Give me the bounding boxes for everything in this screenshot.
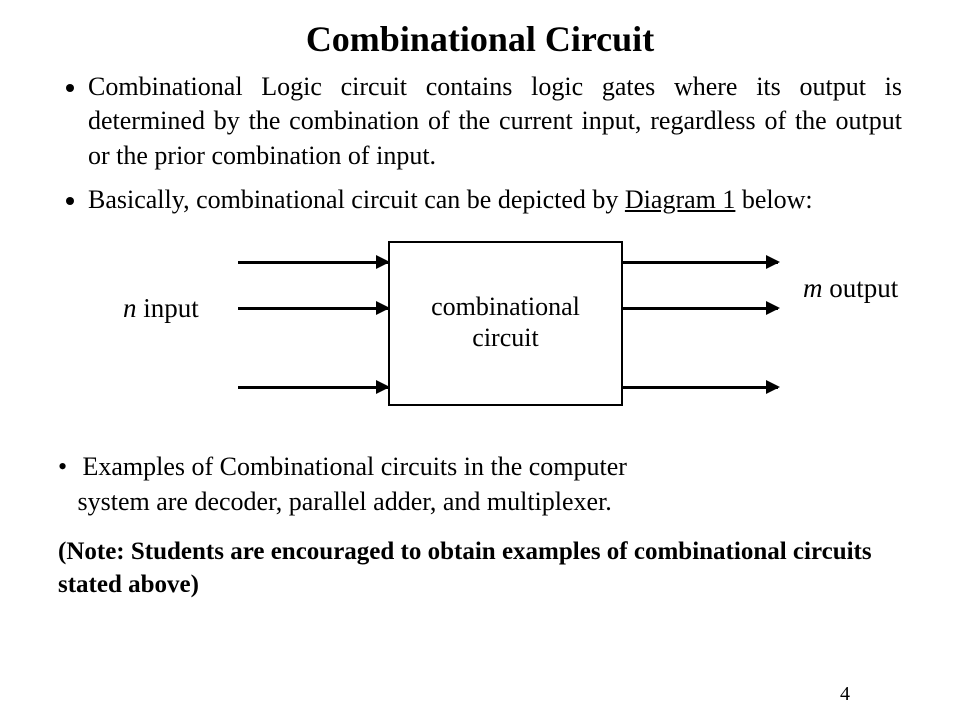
output-arrow-1 [623,261,778,264]
n-variable: n [123,293,137,323]
output-word: output [823,273,899,303]
page-title: Combinational Circuit [58,18,902,60]
diagram-1: n input m output combinational circuit [58,221,902,446]
slide-page: Combinational Circuit Combinational Logi… [0,0,960,720]
examples-line2: system are decoder, parallel adder, and … [78,487,612,516]
input-arrow-3 [238,386,388,389]
circuit-box: combinational circuit [388,241,623,406]
bullet-2: Basically, combinational circuit can be … [88,183,902,217]
box-label-line1: combinational [390,291,621,322]
m-output-label: m output [803,273,898,304]
output-arrow-3 [623,386,778,389]
examples-paragraph: • Examples of Combinational circuits in … [58,450,902,519]
m-variable: m [803,273,823,303]
input-word: input [137,293,199,323]
examples-line1: Examples of Combinational circuits in th… [76,452,627,481]
bullet-1: Combinational Logic circuit contains log… [88,70,902,173]
diagram-reference: Diagram 1 [625,185,735,214]
page-number: 4 [840,683,850,706]
bullet-2-pre: Basically, combinational circuit can be … [88,185,625,214]
n-input-label: n input [123,293,199,324]
bullet-list: Combinational Logic circuit contains log… [58,70,902,217]
input-arrow-2 [238,307,388,310]
bullet-char: • [58,450,76,484]
input-arrow-1 [238,261,388,264]
output-arrow-2 [623,307,778,310]
box-label-line2: circuit [390,322,621,353]
note-paragraph: (Note: Students are encouraged to obtain… [58,535,902,601]
bullet-2-post: below: [735,185,812,214]
